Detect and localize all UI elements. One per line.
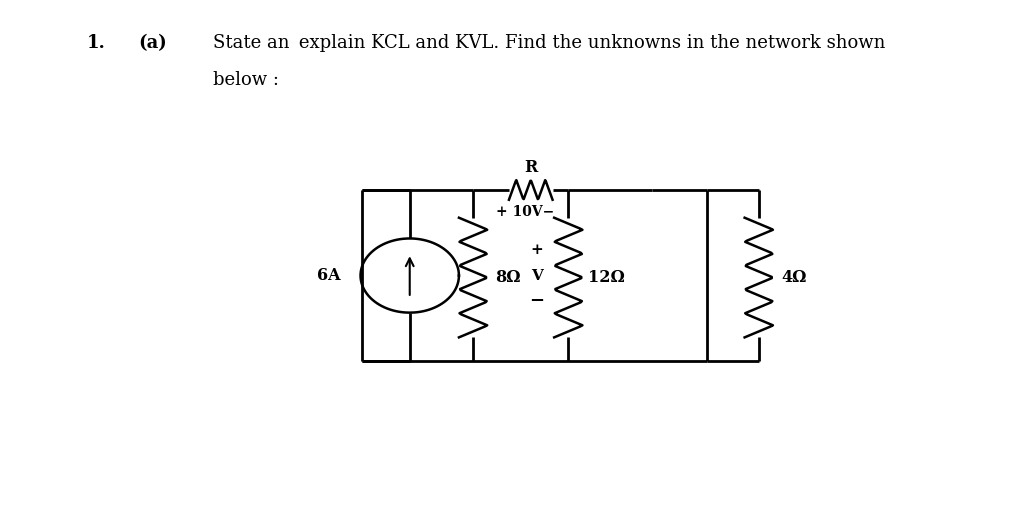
Text: below :: below : (213, 71, 279, 90)
Text: (a): (a) (138, 34, 167, 52)
Text: 8Ω: 8Ω (496, 269, 521, 286)
Text: + 10V−: + 10V− (496, 205, 554, 219)
Text: R: R (524, 160, 538, 176)
Text: +: + (530, 242, 543, 256)
Text: 4Ω: 4Ω (781, 269, 807, 286)
Text: −: − (529, 293, 545, 310)
Text: 1.: 1. (87, 34, 105, 52)
Text: State an  explain KCL and KVL. Find the unknowns in the network shown: State an explain KCL and KVL. Find the u… (213, 34, 886, 52)
Text: 6A: 6A (317, 267, 341, 284)
Text: 12Ω: 12Ω (588, 269, 626, 286)
Text: V: V (530, 268, 543, 282)
